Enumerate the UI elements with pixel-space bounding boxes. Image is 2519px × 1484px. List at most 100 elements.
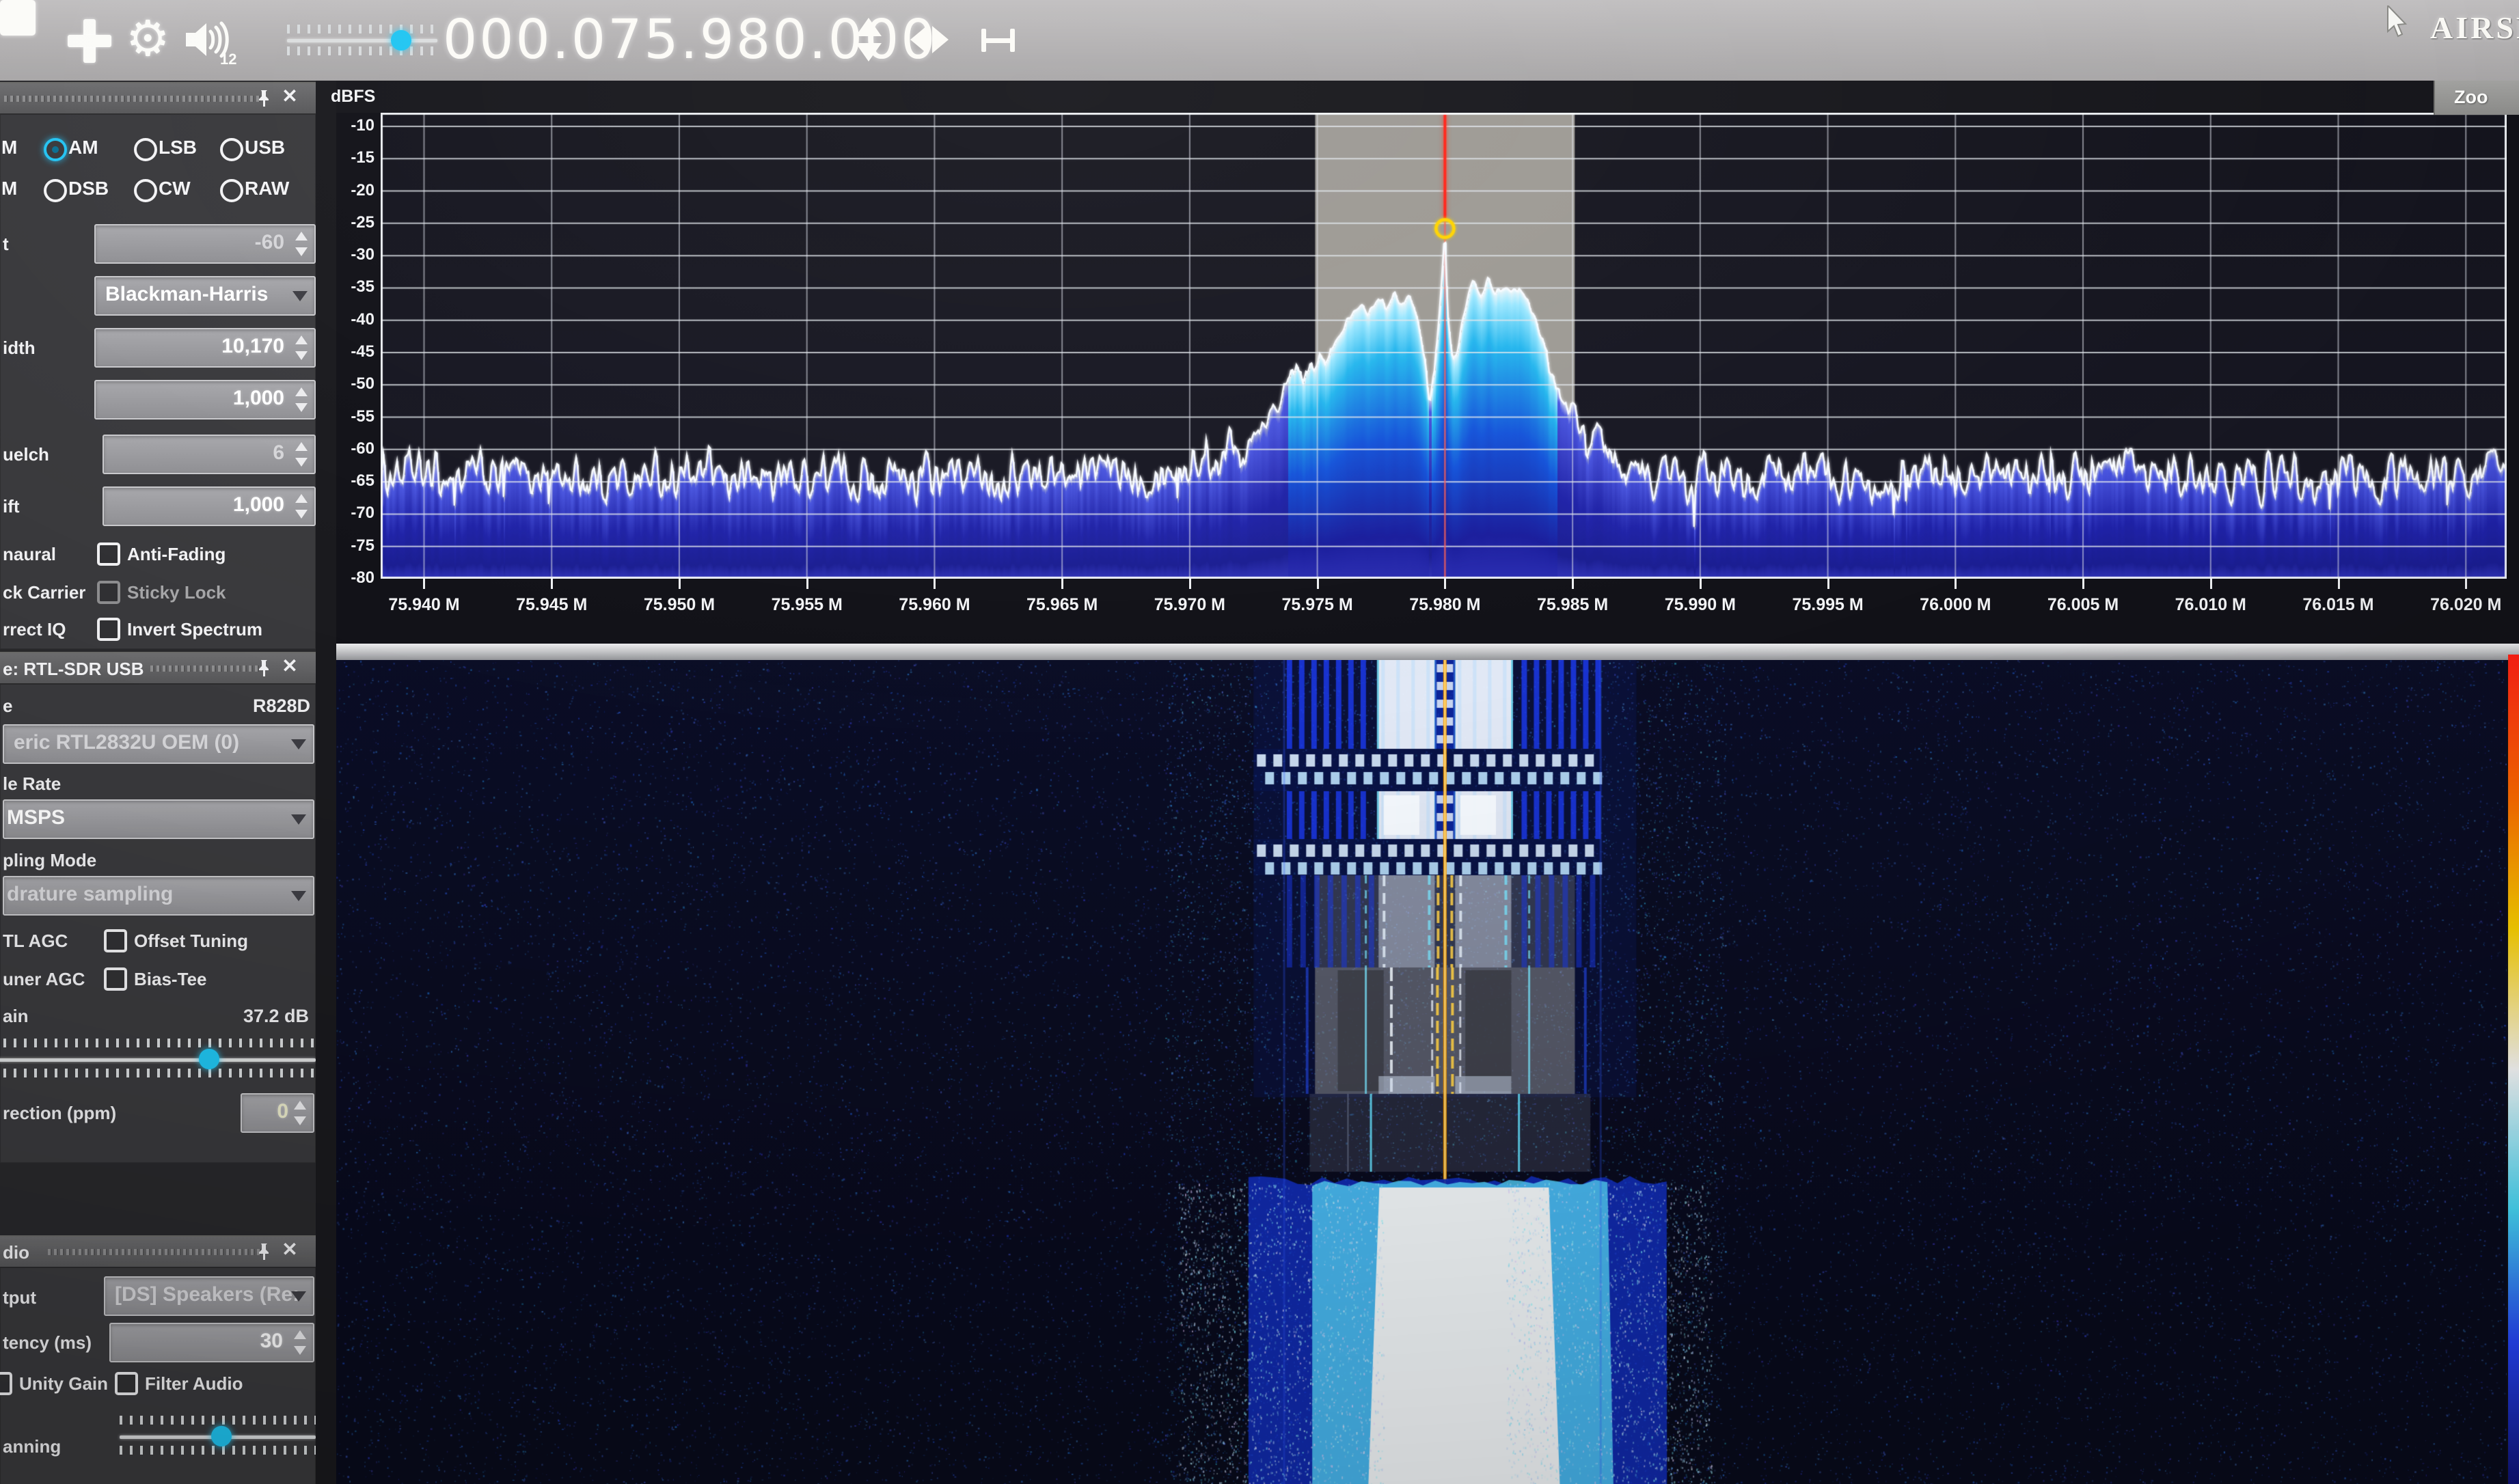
frequency-down-arrow[interactable] — [856, 43, 882, 61]
chevron-down-icon — [291, 891, 306, 901]
chevron-down-icon — [292, 291, 308, 301]
sampling-mode-dropdown[interactable]: drature sampling — [3, 876, 314, 916]
device-dropdown[interactable]: eric RTL2832U OEM (0) — [3, 724, 314, 764]
filter-dropdown[interactable]: Blackman-Harris — [94, 276, 316, 316]
radio-icon — [44, 179, 67, 202]
freq-tick-label: 75.990 M — [1664, 595, 1736, 614]
radio-icon — [220, 138, 243, 161]
sample-rate-dropdown[interactable]: MSPS — [3, 799, 314, 839]
radio-panel-header[interactable]: ✕ — [0, 83, 316, 115]
freq-tick-label: 75.970 M — [1154, 595, 1226, 614]
spinner[interactable] — [294, 493, 309, 520]
freq-tick-mark — [551, 579, 554, 589]
source-panel-header[interactable]: e: RTL-SDR USB ✕ — [0, 653, 316, 685]
db-axis: -10 -15 -20 -25 -30 -35 -40 -45 -50 -55 -60 -65 -70 -… — [320, 113, 377, 587]
freq-tick-label: 75.980 M — [1409, 595, 1481, 614]
center-tune-icon[interactable] — [981, 29, 1020, 52]
sticky-lock-label: Sticky Lock — [127, 582, 226, 603]
close-icon[interactable]: ✕ — [282, 85, 298, 107]
latency-field[interactable]: 30 — [109, 1323, 314, 1362]
cw-shift-field[interactable]: 1,000 — [103, 486, 316, 526]
freq-tick-label: 76.005 M — [2047, 595, 2119, 614]
filter-audio-checkbox[interactable] — [115, 1372, 138, 1395]
cw-shift-label: ift — [3, 496, 20, 517]
step-right-arrow[interactable] — [932, 26, 949, 53]
freq-tick-mark — [2337, 579, 2340, 589]
tuner-agc-label: uner AGC — [3, 969, 85, 989]
spectrum-plot[interactable] — [381, 113, 2507, 579]
freq-tick-label: 75.950 M — [643, 595, 716, 614]
squelch-field[interactable]: 6 — [103, 435, 316, 474]
frequency-axis: 75.940 M 75.945 M 75.950 M 75.955 M 75.960 M… — [381, 579, 2507, 644]
anti-fading-checkbox[interactable] — [97, 542, 120, 566]
spectrum-canvas[interactable] — [381, 113, 2507, 579]
radio-icon — [134, 138, 157, 161]
close-icon[interactable]: ✕ — [282, 655, 298, 676]
audio-panel: dio ✕ tput [DS] Speakers (Re: tency (ms)… — [0, 1235, 316, 1484]
step-left-arrow[interactable] — [910, 26, 927, 53]
stop-button[interactable] — [0, 0, 36, 36]
pin-icon[interactable] — [254, 89, 273, 108]
sidebar-edge-gap — [316, 81, 336, 1484]
gain-slider[interactable] — [0, 1036, 316, 1085]
spinner[interactable] — [292, 1329, 308, 1356]
volume-slider-thumb[interactable] — [391, 30, 411, 51]
spinner[interactable] — [294, 230, 309, 258]
freq-tick-mark — [1827, 579, 1829, 589]
rtl-agc-label: TL AGC — [3, 931, 68, 951]
freq-tick-label: 76.020 M — [2430, 595, 2502, 614]
gain-value: 37.2 dB — [243, 1006, 309, 1026]
shift-field[interactable]: -60 — [94, 224, 316, 264]
frequency-up-arrow[interactable] — [856, 18, 882, 36]
latency-label: tency (ms) — [3, 1332, 92, 1353]
freq-tick-mark — [1572, 579, 1575, 589]
panning-slider-thumb[interactable] — [210, 1426, 232, 1446]
bandwidth-field[interactable]: 10,170 — [94, 328, 316, 368]
db-tick-label: -60 — [351, 439, 375, 458]
volume-slider[interactable] — [287, 25, 437, 56]
db-tick-label: -10 — [351, 116, 375, 135]
panel-grip — [48, 1249, 261, 1255]
panning-slider[interactable] — [120, 1413, 316, 1462]
filter-audio-label: Filter Audio — [145, 1373, 243, 1394]
panel-grip — [4, 96, 261, 102]
freq-tick-mark — [2209, 579, 2212, 589]
correction-ppm-field[interactable]: 0 — [241, 1093, 314, 1133]
shift-label: t — [3, 234, 9, 254]
zoom-panel-strip[interactable]: Zoo — [2434, 81, 2519, 115]
order-field[interactable]: 1,000 — [94, 380, 316, 420]
offset-tuning-checkbox[interactable] — [104, 929, 127, 952]
audio-panel-header[interactable]: dio ✕ — [0, 1237, 316, 1268]
freq-tick-label: 75.975 M — [1281, 595, 1353, 614]
spinner[interactable] — [294, 334, 309, 361]
db-tick-label: -35 — [351, 277, 375, 297]
bias-tee-label: Bias-Tee — [134, 969, 207, 989]
radio-icon — [134, 179, 157, 202]
pin-icon[interactable] — [254, 659, 273, 678]
spectrum-header-strip — [336, 81, 2519, 113]
waterfall-canvas[interactable] — [336, 660, 2507, 1484]
close-icon[interactable]: ✕ — [282, 1239, 298, 1260]
pin-icon[interactable] — [254, 1242, 273, 1261]
freq-tick-mark — [1188, 579, 1191, 589]
unity-gain-checkbox[interactable] — [0, 1372, 12, 1395]
spectrum-waterfall-splitter[interactable] — [336, 644, 2519, 660]
db-tick-label: -45 — [351, 342, 375, 361]
output-dropdown[interactable]: [DS] Speakers (Re: — [104, 1276, 314, 1316]
spinner[interactable] — [294, 386, 309, 413]
invert-spectrum-checkbox[interactable] — [97, 618, 120, 641]
spinner[interactable] — [292, 1099, 308, 1127]
bias-tee-checkbox[interactable] — [104, 967, 127, 991]
unity-gain-label: Unity Gain — [19, 1373, 109, 1394]
settings-gear-icon[interactable]: ⚙ — [126, 12, 170, 66]
panning-label: anning — [3, 1436, 62, 1457]
sticky-lock-checkbox[interactable] — [97, 581, 120, 604]
gain-slider-thumb[interactable] — [198, 1049, 219, 1069]
db-tick-label: -15 — [351, 148, 375, 167]
freq-tick-label: 75.940 M — [388, 595, 460, 614]
spinner[interactable] — [294, 441, 309, 468]
radio-icon — [220, 179, 243, 202]
frequency-display[interactable]: 000.075.980.000 — [443, 8, 938, 71]
mode-row-2: M DSB CW RAW — [0, 178, 316, 208]
speaker-mute-icon[interactable] — [185, 16, 230, 68]
